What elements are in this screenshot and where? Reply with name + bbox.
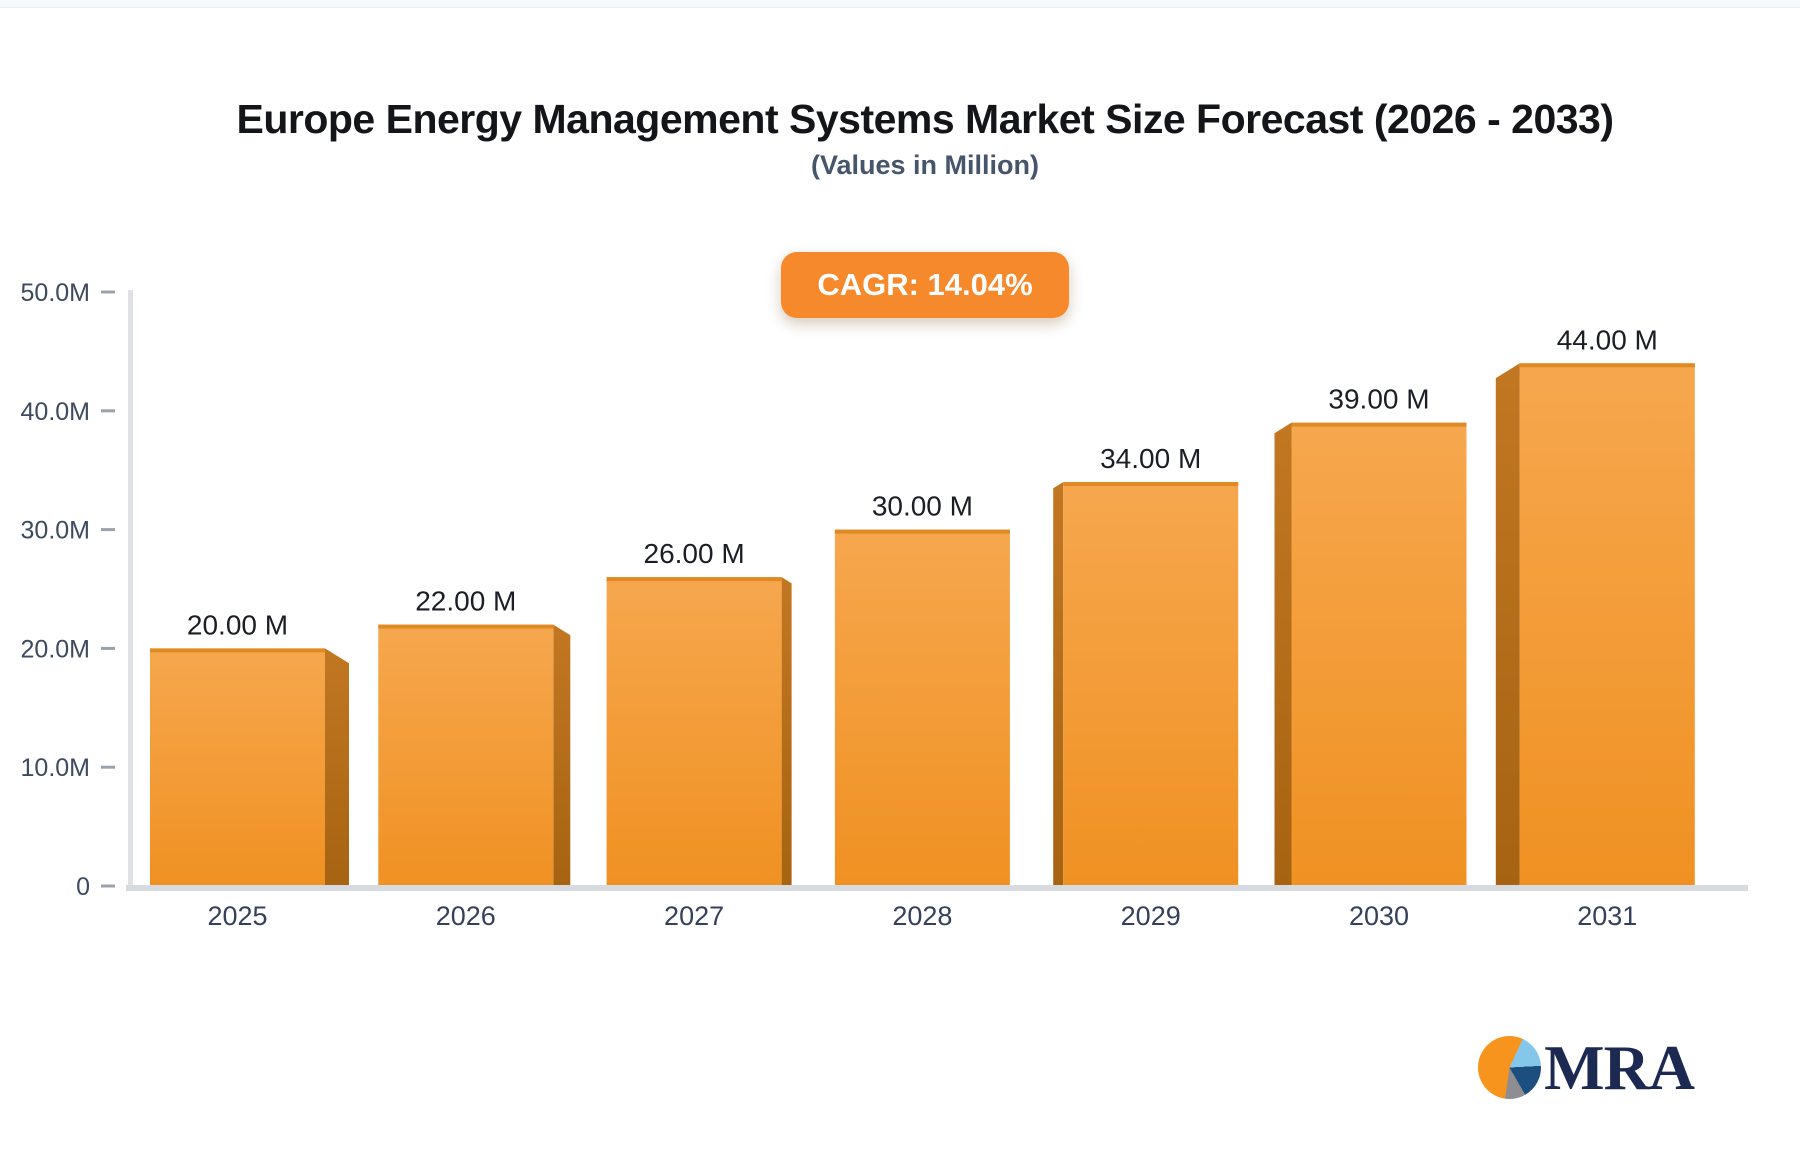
bar-2029[interactable]: 34.00 M 2029 — [1053, 443, 1239, 931]
bar-value-label: 20.00 M — [187, 609, 288, 640]
mra-logo: MRA — [1478, 1032, 1695, 1103]
bar-top-edge — [1291, 422, 1467, 427]
bar-2027[interactable]: 26.00 M 2027 — [606, 538, 792, 931]
bar-value-label: 39.00 M — [1328, 384, 1429, 415]
bar-2030[interactable]: 39.00 M 2030 — [1274, 384, 1467, 931]
bar-front-face — [606, 577, 782, 888]
bar-top-edge — [150, 648, 325, 653]
bar-side-face — [325, 648, 349, 889]
x-tick-label: 2030 — [1349, 901, 1409, 931]
bar-front-face — [834, 529, 1010, 888]
y-tick-label: 30.0M — [21, 517, 90, 545]
y-tick-mark — [101, 884, 115, 888]
bar-top-edge — [378, 624, 554, 629]
bar-side-face — [1495, 363, 1520, 889]
x-tick-label: 2028 — [892, 901, 952, 931]
y-tick-mark — [101, 528, 115, 532]
bar-top-edge — [1519, 363, 1695, 368]
bar-side-face — [781, 577, 792, 889]
bar-2031[interactable]: 44.00 M 2031 — [1495, 324, 1695, 931]
bar-value-label: 30.00 M — [872, 491, 973, 522]
y-tick-label: 10.0M — [21, 754, 90, 782]
x-axis-line — [126, 885, 1748, 891]
y-axis-line — [128, 290, 133, 890]
bar-top-edge — [606, 577, 782, 582]
y-tick-label: 20.0M — [21, 635, 90, 663]
x-tick-label: 2025 — [207, 901, 267, 931]
bar-top-edge — [1063, 482, 1239, 487]
x-tick-label: 2027 — [664, 901, 724, 931]
pie-chart-logo-icon — [1478, 1036, 1542, 1099]
y-tick-label: 40.0M — [21, 398, 90, 426]
bar-top-edge — [834, 529, 1010, 534]
bar-2026[interactable]: 22.00 M 2026 — [378, 586, 571, 931]
y-tick-mark — [101, 290, 115, 294]
bar-side-face — [1274, 422, 1292, 889]
y-tick-mark — [101, 646, 115, 650]
y-tick-mark — [101, 765, 115, 769]
bar-2025[interactable]: 20.00 M 2025 — [150, 609, 349, 931]
x-tick-label: 2031 — [1577, 901, 1637, 931]
bar-front-face — [1063, 482, 1239, 888]
bar-side-face — [553, 624, 571, 889]
bar-side-face — [1053, 482, 1064, 889]
bar-value-label: 44.00 M — [1557, 324, 1658, 355]
logo-text: MRA — [1544, 1032, 1695, 1103]
bar-front-face — [150, 648, 325, 888]
bar-front-face — [1519, 363, 1695, 888]
x-tick-label: 2026 — [436, 901, 496, 931]
y-tick-label: 50.0M — [21, 279, 90, 307]
bar-2028[interactable]: 30.00 M 2028 — [834, 491, 1010, 931]
top-strip — [0, 0, 1800, 8]
y-tick-label: 0 — [76, 873, 90, 901]
bar-value-label: 22.00 M — [415, 586, 516, 617]
bar-value-label: 26.00 M — [644, 538, 745, 569]
bar-front-face — [1291, 422, 1467, 888]
y-tick-mark — [101, 409, 115, 413]
bar-value-label: 34.00 M — [1100, 443, 1201, 474]
bar-front-face — [378, 624, 554, 888]
x-tick-label: 2029 — [1121, 901, 1181, 931]
